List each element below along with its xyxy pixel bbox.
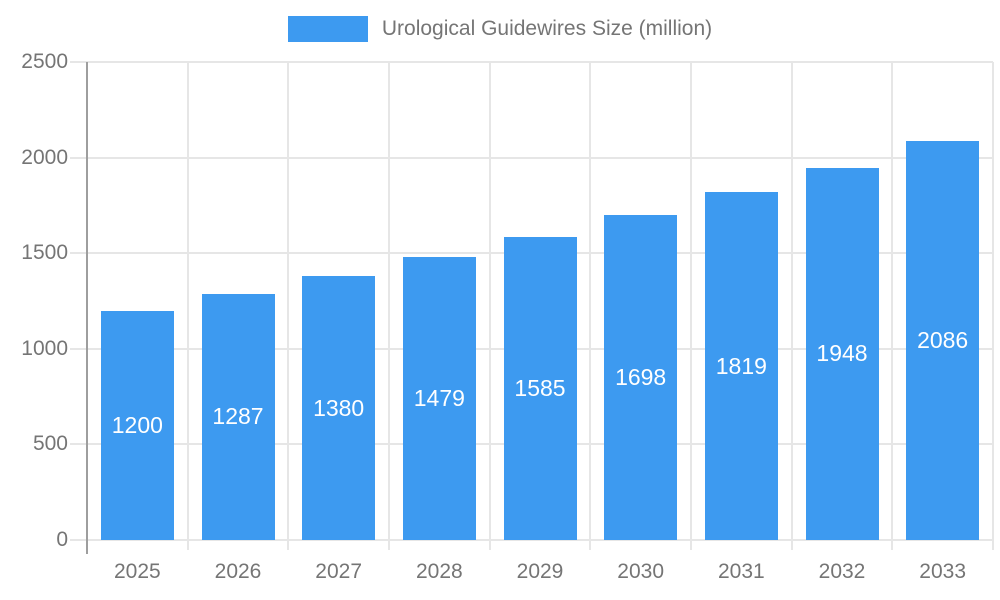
x-gridline bbox=[589, 62, 592, 540]
y-tick bbox=[70, 156, 87, 159]
bar[interactable]: 1287 bbox=[201, 293, 275, 540]
x-tick-label: 2026 bbox=[214, 560, 262, 583]
legend-swatch bbox=[287, 16, 368, 42]
y-tick-label: 2500 bbox=[21, 50, 68, 73]
x-tick-label: 2029 bbox=[516, 560, 564, 583]
x-tick bbox=[186, 540, 189, 550]
y-tick-label: 0 bbox=[56, 528, 68, 551]
bar[interactable]: 1585 bbox=[503, 236, 577, 540]
x-tick bbox=[790, 540, 793, 550]
x-tick-label: 2027 bbox=[315, 560, 363, 583]
x-tick bbox=[589, 540, 592, 550]
bar-value-label: 1380 bbox=[313, 394, 365, 421]
y-tick-label: 1000 bbox=[21, 336, 68, 360]
x-tick-label: 2028 bbox=[415, 560, 463, 583]
x-tick bbox=[287, 540, 290, 550]
bar-value-label: 1585 bbox=[514, 374, 566, 401]
bar-value-label: 1200 bbox=[111, 411, 163, 438]
bar[interactable]: 2086 bbox=[906, 141, 980, 540]
x-tick-label: 2030 bbox=[617, 560, 665, 583]
bar-value-label: 1287 bbox=[212, 403, 264, 430]
y-tick bbox=[70, 252, 87, 255]
y-gridline bbox=[87, 61, 993, 63]
legend-label: Urological Guidewires Size (million) bbox=[381, 17, 713, 40]
x-gridline bbox=[388, 62, 390, 540]
x-gridline bbox=[287, 62, 290, 540]
bar[interactable]: 1380 bbox=[302, 276, 376, 540]
bar-value-label: 1819 bbox=[715, 352, 767, 379]
x-tick bbox=[891, 540, 894, 550]
bar[interactable]: 1948 bbox=[805, 167, 879, 540]
y-gridline bbox=[87, 539, 993, 541]
x-gridline bbox=[690, 62, 692, 540]
x-tick-label: 2033 bbox=[919, 560, 967, 583]
bar-value-label: 1479 bbox=[413, 385, 465, 412]
bar[interactable]: 1479 bbox=[402, 257, 476, 540]
x-tick-label: 2032 bbox=[818, 560, 866, 583]
x-tick bbox=[690, 540, 692, 550]
bar-value-label: 2086 bbox=[917, 327, 969, 354]
y-gridline bbox=[87, 156, 993, 159]
x-gridline bbox=[891, 62, 894, 540]
x-tick-label: 2025 bbox=[113, 560, 161, 583]
y-axis-line bbox=[86, 62, 88, 554]
y-tick-label: 2000 bbox=[21, 145, 68, 169]
x-gridline bbox=[790, 62, 793, 540]
x-gridline bbox=[186, 62, 189, 540]
bar[interactable]: 1200 bbox=[100, 310, 174, 540]
y-tick bbox=[70, 347, 87, 350]
y-tick bbox=[70, 539, 87, 541]
bar-value-label: 1698 bbox=[615, 364, 667, 391]
y-tick bbox=[70, 443, 87, 446]
x-tick-label: 2031 bbox=[717, 560, 765, 583]
bar-value-label: 1948 bbox=[816, 340, 868, 367]
x-gridline bbox=[488, 62, 491, 540]
x-tick bbox=[488, 540, 491, 550]
chart-legend[interactable]: Urological Guidewires Size (million) bbox=[0, 16, 1000, 42]
y-tick-label: 1500 bbox=[21, 241, 68, 265]
y-tick bbox=[70, 61, 87, 63]
x-tick bbox=[388, 540, 390, 550]
y-tick-label: 500 bbox=[32, 432, 68, 456]
bar[interactable]: 1819 bbox=[704, 192, 778, 540]
x-tick bbox=[992, 540, 994, 550]
x-gridline bbox=[992, 62, 994, 540]
bar[interactable]: 1698 bbox=[604, 215, 678, 540]
